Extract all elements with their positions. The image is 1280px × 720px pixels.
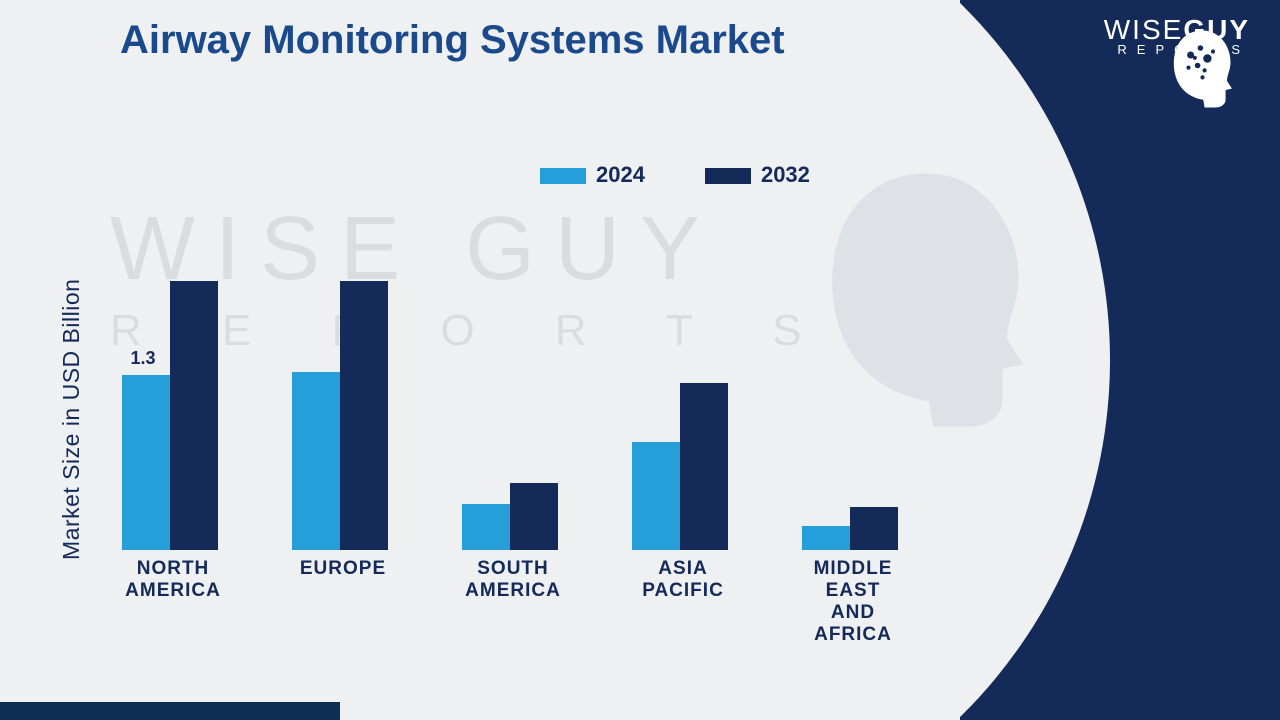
plot-area: 1.3 — [118, 200, 938, 550]
bar — [292, 372, 340, 550]
x-axis-category-label: MIDDLEEASTANDAFRICA — [778, 558, 928, 645]
bar-chart: 1.3 — [100, 200, 940, 550]
x-axis-category-label: SOUTHAMERICA — [438, 558, 588, 602]
legend-item-2032: 2032 — [705, 162, 810, 188]
bar — [680, 383, 728, 550]
bar — [850, 507, 898, 550]
bar — [122, 375, 170, 550]
brand-logo: WISEGUY REPORTS — [1104, 14, 1250, 57]
legend-label-2024: 2024 — [596, 162, 645, 187]
bar — [510, 483, 558, 550]
bar — [632, 442, 680, 550]
legend-swatch-2032 — [705, 168, 751, 184]
bar — [802, 526, 850, 550]
legend: 2024 2032 — [540, 162, 810, 188]
y-axis-label: Market Size in USD Billion — [58, 279, 85, 560]
legend-swatch-2024 — [540, 168, 586, 184]
legend-label-2032: 2032 — [761, 162, 810, 187]
x-axis-labels: NORTHAMERICAEUROPESOUTHAMERICAASIAPACIFI… — [118, 552, 938, 672]
chart-title: Airway Monitoring Systems Market — [120, 18, 785, 63]
bar — [170, 281, 218, 550]
logo-head-icon — [1164, 26, 1234, 112]
bar — [340, 281, 388, 550]
infographic-canvas: WISE GUY R E P O R T S Airway Monitoring… — [0, 0, 1280, 720]
x-axis-category-label: EUROPE — [268, 558, 418, 580]
x-axis-category-label: NORTHAMERICA — [98, 558, 248, 602]
legend-item-2024: 2024 — [540, 162, 645, 188]
bottom-accent-bar — [0, 702, 340, 720]
bar-value-label: 1.3 — [108, 348, 178, 369]
x-axis-category-label: ASIAPACIFIC — [608, 558, 758, 602]
bar — [462, 504, 510, 550]
